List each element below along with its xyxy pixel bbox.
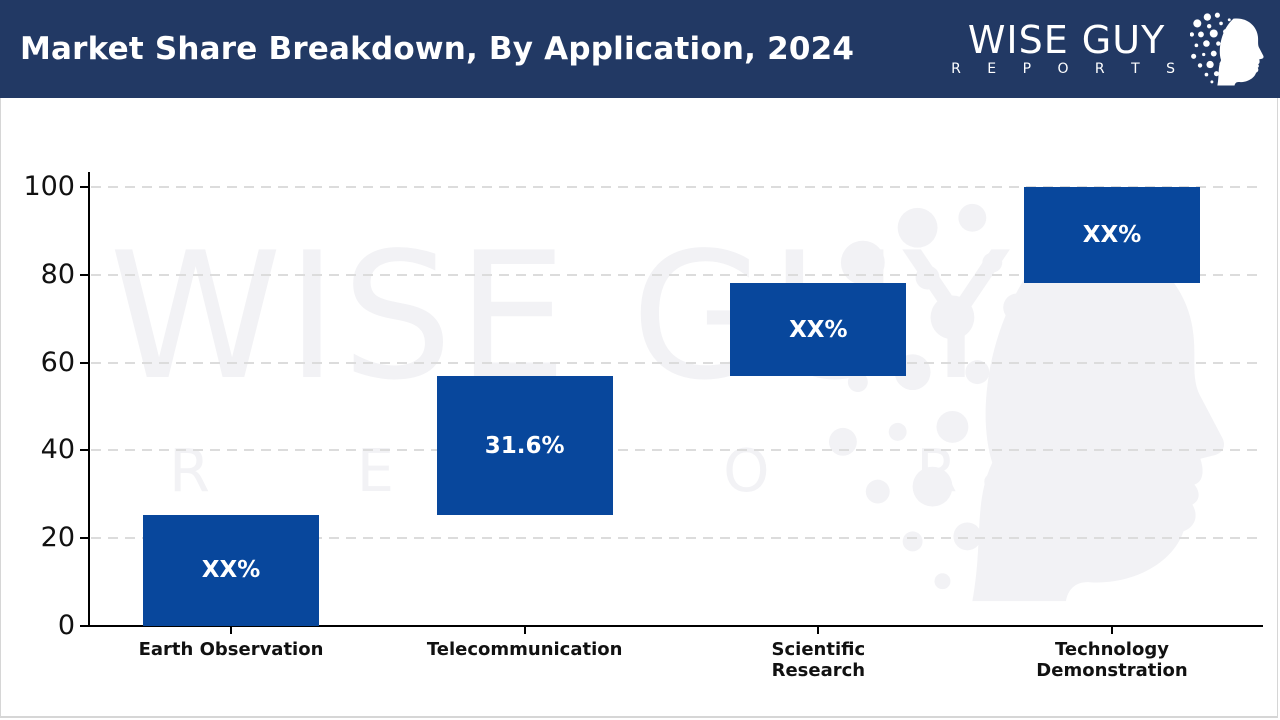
bar: 31.6% xyxy=(436,376,613,515)
y-tick-label: 100 xyxy=(23,171,75,202)
brand-logo-text: WISE GUY R E P O R T S xyxy=(947,21,1186,77)
y-tick-label: 40 xyxy=(40,434,75,466)
y-tick-mark xyxy=(80,449,89,452)
x-tick-mark xyxy=(523,627,526,634)
x-tick-mark xyxy=(1111,627,1113,634)
x-axis-line xyxy=(88,625,1263,627)
gridline xyxy=(91,273,1258,276)
bar-value-label: XX% xyxy=(1082,222,1142,249)
header: Market Share Breakdown, By Application, … xyxy=(0,0,1280,98)
y-tick-label: 60 xyxy=(40,346,75,378)
y-tick-mark xyxy=(80,625,89,627)
x-tick-mark xyxy=(817,627,820,634)
y-tick-mark xyxy=(80,186,89,188)
gridline xyxy=(91,361,1258,364)
brand-name: WISE GUY xyxy=(967,18,1166,62)
bar-value-label: XX% xyxy=(201,557,261,584)
brand-reports-label: R E P O R T S xyxy=(951,61,1186,77)
gridline xyxy=(91,449,1258,452)
gridline xyxy=(91,537,1258,540)
x-category-label: Earth Observation xyxy=(138,639,324,660)
bar: XX% xyxy=(143,514,319,626)
bar: XX% xyxy=(730,283,907,377)
brand-logo: WISE GUY R E P O R T S xyxy=(947,11,1274,87)
bar: XX% xyxy=(1024,187,1200,284)
x-category-label: Telecommunication xyxy=(426,639,623,660)
y-tick-label: 0 xyxy=(57,610,75,641)
page-title: Market Share Breakdown, By Application, … xyxy=(20,31,855,67)
x-category-label: Technology Demonstration xyxy=(1036,639,1188,681)
chart-panel: WISE GUY R E P O R T S xyxy=(0,98,1278,718)
y-tick-mark xyxy=(80,273,89,276)
y-tick-label: 20 xyxy=(40,522,75,554)
x-tick-mark xyxy=(230,627,232,634)
y-tick-label: 80 xyxy=(40,258,75,290)
y-axis-line xyxy=(88,172,90,627)
plot-area: 0 20 40 60 80 100 XX% Earth Observation 31.6% Tel… xyxy=(1,98,1277,716)
x-category-label: Scientific Research xyxy=(771,639,866,681)
gridline xyxy=(91,186,1258,188)
bar-value-label: 31.6% xyxy=(484,432,565,459)
brand-face-icon xyxy=(1190,12,1264,86)
y-tick-mark xyxy=(80,537,89,540)
bar-value-label: XX% xyxy=(789,316,848,343)
y-tick-mark xyxy=(80,361,89,364)
